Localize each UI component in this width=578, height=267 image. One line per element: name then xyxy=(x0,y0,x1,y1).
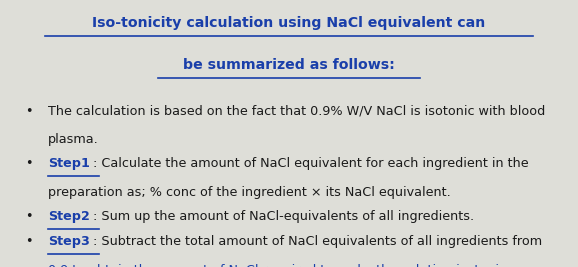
Text: Step1: Step1 xyxy=(47,157,90,170)
Text: Step2: Step2 xyxy=(47,210,90,223)
Text: •: • xyxy=(25,235,33,248)
Text: : Calculate the amount of NaCl equivalent for each ingredient in the: : Calculate the amount of NaCl equivalen… xyxy=(93,157,529,170)
Text: •: • xyxy=(25,210,33,223)
Text: Iso-tonicity calculation using NaCl equivalent can: Iso-tonicity calculation using NaCl equi… xyxy=(92,15,486,30)
Text: 0.9 to obtain the amount of NaCl required to make the solution isotonic.: 0.9 to obtain the amount of NaCl require… xyxy=(47,264,510,267)
Text: •: • xyxy=(25,105,33,118)
Text: preparation as; % conc of the ingredient × its NaCl equivalent.: preparation as; % conc of the ingredient… xyxy=(47,186,450,199)
Text: The calculation is based on the fact that 0.9% W/V NaCl is isotonic with blood: The calculation is based on the fact tha… xyxy=(47,105,545,118)
Text: Step3: Step3 xyxy=(47,235,90,248)
Text: : Subtract the total amount of NaCl equivalents of all ingredients from: : Subtract the total amount of NaCl equi… xyxy=(93,235,542,248)
Text: plasma.: plasma. xyxy=(47,134,98,147)
Text: •: • xyxy=(25,157,33,170)
Text: : Sum up the amount of NaCl-equivalents of all ingredients.: : Sum up the amount of NaCl-equivalents … xyxy=(93,210,475,223)
Text: be summarized as follows:: be summarized as follows: xyxy=(183,58,395,72)
